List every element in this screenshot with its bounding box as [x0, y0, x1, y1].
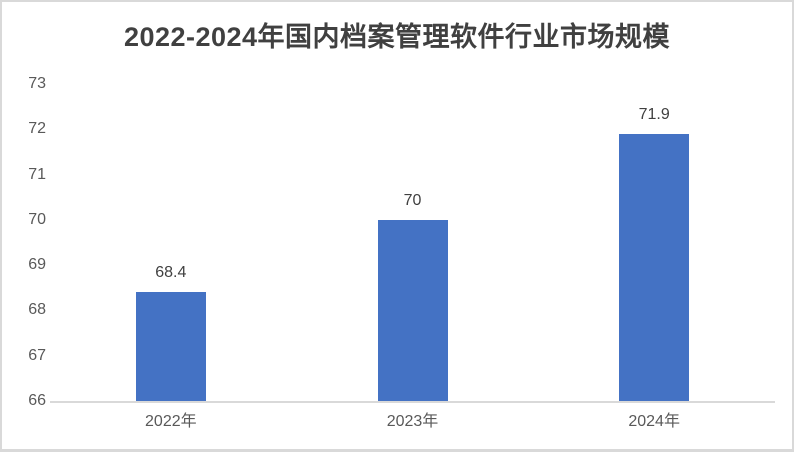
x-axis-line — [50, 401, 775, 403]
y-tick-label: 66 — [28, 392, 46, 409]
y-tick-label: 73 — [28, 75, 46, 92]
x-tick-label: 2024年 — [628, 413, 680, 430]
chart-title: 2022-2024年国内档案管理软件行业市场规模 — [123, 22, 671, 52]
x-tick-label: 2023年 — [386, 413, 439, 430]
x-tick-label: 2022年 — [145, 413, 197, 430]
bar — [377, 219, 448, 401]
bar-value-label: 71.9 — [638, 105, 670, 123]
y-tick-label: 67 — [28, 346, 46, 364]
bar — [135, 292, 206, 401]
bar-value-label: 70 — [403, 191, 422, 209]
y-tick-label: 71 — [28, 165, 46, 183]
y-tick-label: 70 — [28, 210, 46, 228]
y-tick-label: 68 — [28, 301, 46, 319]
bar-value-label: 68.4 — [155, 264, 187, 282]
y-tick-label: 69 — [28, 256, 46, 274]
bar — [619, 133, 690, 401]
y-tick-label: 72 — [28, 120, 46, 138]
